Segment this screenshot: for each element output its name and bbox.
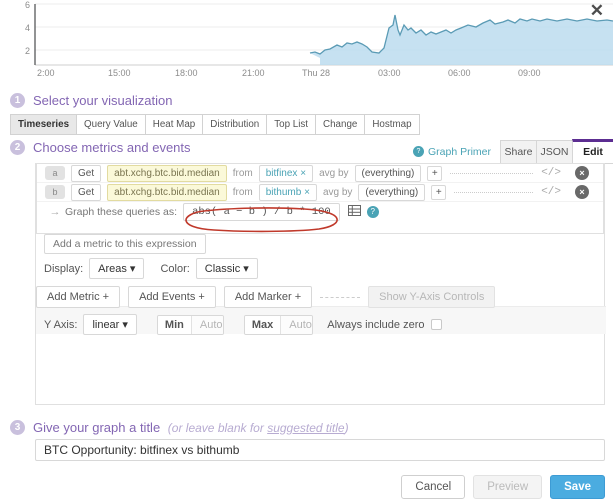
svg-text:6: 6 [25, 0, 30, 10]
svg-text:Thu 28: Thu 28 [302, 68, 330, 78]
svg-text:2:00: 2:00 [37, 68, 55, 78]
svg-text:15:00: 15:00 [108, 68, 131, 78]
svg-text:06:00: 06:00 [448, 68, 471, 78]
svg-text:21:00: 21:00 [242, 68, 265, 78]
svg-text:03:00: 03:00 [378, 68, 401, 78]
svg-text:18:00: 18:00 [175, 68, 198, 78]
svg-text:4: 4 [25, 23, 30, 33]
svg-text:2: 2 [25, 46, 30, 56]
svg-text:09:00: 09:00 [518, 68, 541, 78]
